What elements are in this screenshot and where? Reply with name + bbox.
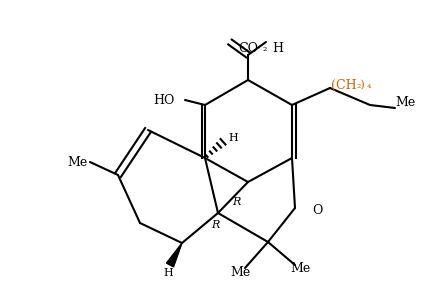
Text: H: H xyxy=(163,268,173,278)
Text: O: O xyxy=(312,203,323,217)
Text: CO: CO xyxy=(238,42,258,54)
Text: HO: HO xyxy=(154,93,175,107)
Text: Me: Me xyxy=(230,265,250,278)
Text: Me: Me xyxy=(290,262,310,274)
Text: R: R xyxy=(232,197,240,207)
Text: R: R xyxy=(212,220,220,230)
Text: H: H xyxy=(272,42,283,54)
Text: ₂: ₂ xyxy=(263,43,267,53)
Text: ₂): ₂) xyxy=(357,80,366,90)
Text: H: H xyxy=(228,133,238,143)
Polygon shape xyxy=(166,243,182,267)
Text: ₄: ₄ xyxy=(367,80,371,90)
Text: (CH: (CH xyxy=(331,79,357,91)
Text: Me: Me xyxy=(395,97,415,109)
Text: Me: Me xyxy=(68,155,88,168)
